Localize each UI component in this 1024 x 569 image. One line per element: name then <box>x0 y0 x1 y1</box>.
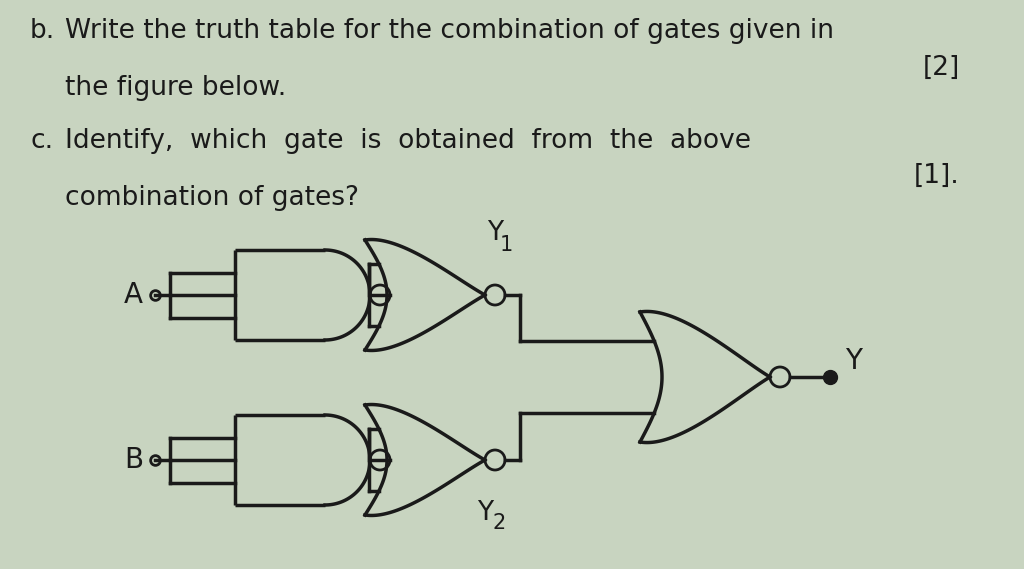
Text: Identify,  which  gate  is  obtained  from  the  above: Identify, which gate is obtained from th… <box>65 128 751 154</box>
Text: combination of gates?: combination of gates? <box>65 185 359 211</box>
Text: b.: b. <box>30 18 55 44</box>
Text: Write the truth table for the combination of gates given in: Write the truth table for the combinatio… <box>65 18 834 44</box>
Text: c.: c. <box>30 128 53 154</box>
Text: [2]: [2] <box>923 55 961 81</box>
Text: 1: 1 <box>500 235 513 255</box>
Text: B: B <box>124 446 143 474</box>
Text: Y: Y <box>845 347 862 375</box>
Text: A: A <box>124 281 143 309</box>
Text: the figure below.: the figure below. <box>65 75 287 101</box>
Text: Y: Y <box>477 500 494 526</box>
Text: [1].: [1]. <box>914 163 961 189</box>
Text: 2: 2 <box>493 513 506 533</box>
Text: Y: Y <box>487 220 503 246</box>
